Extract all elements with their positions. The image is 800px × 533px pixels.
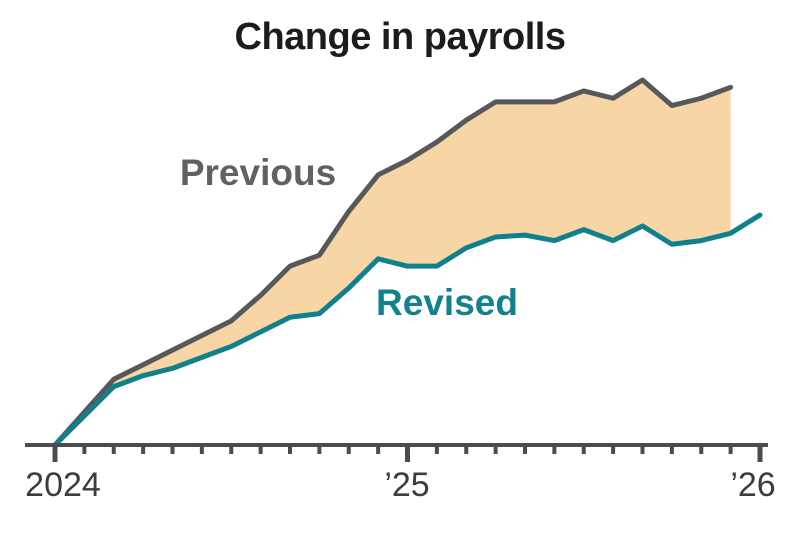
previous-line [52, 77, 734, 448]
x-tick-label-26: ’26 [730, 466, 776, 504]
chart-title: Change in payrolls [234, 16, 566, 58]
x-axis [25, 443, 768, 462]
x-tick-label-25: ’25 [384, 466, 430, 504]
x-tick-label-2024: 2024 [25, 466, 101, 504]
revised-series-label: Revised [376, 282, 518, 323]
revised-line [52, 212, 763, 448]
previous-series-label: Previous [179, 152, 337, 193]
